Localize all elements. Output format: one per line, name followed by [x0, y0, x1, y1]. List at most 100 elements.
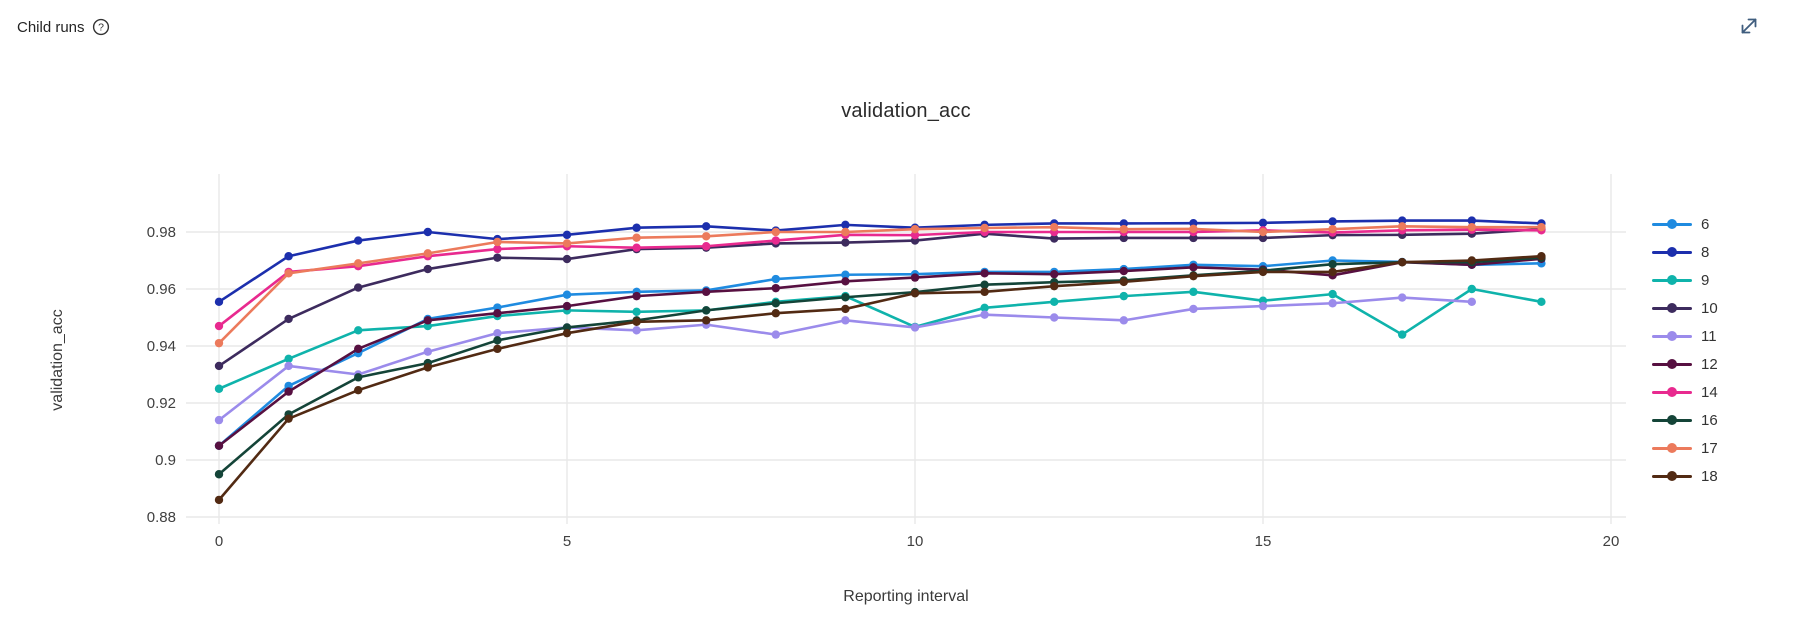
- data-point[interactable]: [354, 326, 363, 335]
- data-point[interactable]: [1258, 227, 1268, 237]
- data-point[interactable]: [1537, 222, 1546, 232]
- data-point[interactable]: [423, 264, 432, 274]
- data-point[interactable]: [562, 239, 572, 248]
- data-point[interactable]: [702, 287, 711, 297]
- data-point[interactable]: [284, 354, 293, 364]
- data-point[interactable]: [1119, 316, 1129, 325]
- data-point[interactable]: [1050, 313, 1059, 322]
- data-point[interactable]: [771, 227, 780, 237]
- data-point[interactable]: [702, 306, 711, 315]
- data-point[interactable]: [1119, 277, 1129, 287]
- data-point[interactable]: [702, 222, 711, 231]
- data-point[interactable]: [214, 297, 224, 307]
- data-point[interactable]: [910, 273, 920, 282]
- data-point[interactable]: [771, 299, 780, 308]
- data-point[interactable]: [1328, 260, 1337, 269]
- data-point[interactable]: [354, 373, 363, 382]
- legend-item-16[interactable]: 16: [1652, 406, 1718, 434]
- diagonal-expand-icon[interactable]: [1737, 14, 1761, 38]
- data-point[interactable]: [1537, 252, 1546, 261]
- question-circle-icon[interactable]: ?: [92, 18, 110, 36]
- data-point[interactable]: [354, 283, 363, 292]
- data-point[interactable]: [980, 310, 989, 319]
- data-point[interactable]: [1467, 284, 1477, 294]
- data-point[interactable]: [841, 304, 850, 314]
- data-point[interactable]: [771, 236, 780, 245]
- data-point[interactable]: [1467, 222, 1477, 232]
- data-point[interactable]: [214, 441, 224, 450]
- data-point[interactable]: [284, 252, 293, 261]
- data-point[interactable]: [980, 269, 989, 278]
- data-point[interactable]: [423, 249, 432, 258]
- data-point[interactable]: [493, 336, 502, 345]
- data-point[interactable]: [214, 321, 224, 331]
- data-point[interactable]: [702, 316, 711, 325]
- data-point[interactable]: [632, 233, 641, 242]
- legend-item-17[interactable]: 17: [1652, 434, 1718, 462]
- data-point[interactable]: [1189, 263, 1198, 272]
- data-point[interactable]: [214, 361, 224, 371]
- data-point[interactable]: [1398, 258, 1407, 267]
- data-point[interactable]: [1119, 224, 1129, 234]
- data-point[interactable]: [632, 243, 641, 252]
- data-point[interactable]: [771, 283, 780, 293]
- data-point[interactable]: [1328, 299, 1337, 308]
- data-point[interactable]: [1189, 224, 1198, 234]
- data-point[interactable]: [1258, 267, 1268, 277]
- data-point[interactable]: [214, 495, 224, 505]
- data-point[interactable]: [1050, 281, 1059, 291]
- legend-item-12[interactable]: 12: [1652, 350, 1718, 378]
- data-point[interactable]: [1258, 301, 1268, 311]
- legend-item-18[interactable]: 18: [1652, 462, 1718, 490]
- legend-item-8[interactable]: 8: [1652, 238, 1718, 266]
- data-point[interactable]: [1328, 267, 1337, 277]
- data-point[interactable]: [910, 289, 920, 298]
- data-point[interactable]: [284, 414, 293, 423]
- data-point[interactable]: [493, 309, 502, 318]
- data-point[interactable]: [702, 232, 711, 241]
- data-point[interactable]: [910, 224, 920, 234]
- data-point[interactable]: [1189, 304, 1198, 314]
- data-point[interactable]: [771, 274, 780, 284]
- data-point[interactable]: [841, 270, 850, 279]
- data-point[interactable]: [1050, 269, 1059, 279]
- data-point[interactable]: [214, 338, 224, 348]
- legend-item-9[interactable]: 9: [1652, 266, 1718, 294]
- data-point[interactable]: [214, 470, 224, 479]
- data-point[interactable]: [493, 328, 502, 338]
- legend-item-14[interactable]: 14: [1652, 378, 1718, 406]
- data-point[interactable]: [1328, 289, 1337, 299]
- data-point[interactable]: [980, 223, 989, 233]
- legend-item-11[interactable]: 11: [1652, 322, 1718, 350]
- data-point[interactable]: [632, 291, 641, 301]
- data-point[interactable]: [1119, 266, 1129, 276]
- data-point[interactable]: [214, 384, 224, 393]
- data-point[interactable]: [910, 323, 920, 332]
- data-point[interactable]: [1398, 293, 1407, 302]
- data-point[interactable]: [1467, 256, 1477, 265]
- data-point[interactable]: [632, 317, 641, 326]
- data-point[interactable]: [562, 290, 572, 299]
- data-point[interactable]: [841, 227, 850, 237]
- data-point[interactable]: [980, 280, 989, 289]
- legend-item-10[interactable]: 10: [1652, 294, 1718, 322]
- data-point[interactable]: [1050, 222, 1059, 232]
- data-point[interactable]: [1258, 218, 1268, 228]
- data-point[interactable]: [980, 287, 989, 297]
- data-point[interactable]: [284, 361, 293, 371]
- data-point[interactable]: [841, 238, 850, 247]
- data-point[interactable]: [493, 344, 502, 354]
- data-point[interactable]: [1258, 233, 1268, 243]
- data-point[interactable]: [1189, 287, 1198, 297]
- data-point[interactable]: [1467, 216, 1477, 225]
- data-point[interactable]: [493, 253, 502, 262]
- data-point[interactable]: [632, 307, 641, 316]
- data-point[interactable]: [980, 303, 989, 313]
- data-point[interactable]: [354, 236, 363, 245]
- data-point[interactable]: [284, 269, 293, 278]
- data-point[interactable]: [771, 309, 780, 318]
- data-point[interactable]: [632, 223, 641, 232]
- data-point[interactable]: [1050, 297, 1059, 307]
- data-point[interactable]: [284, 314, 293, 324]
